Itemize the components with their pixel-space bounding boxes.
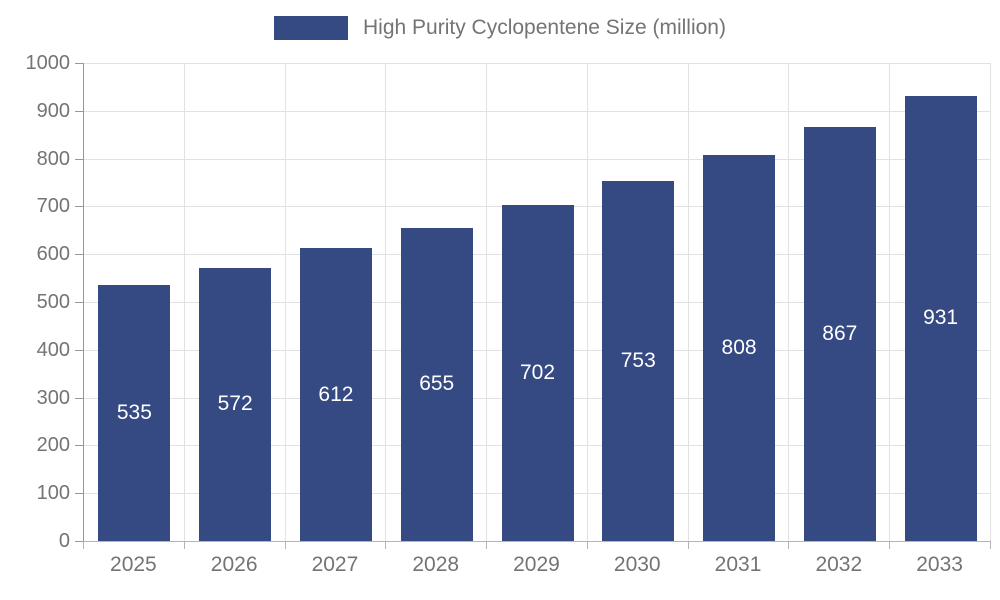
plot-area: 535 572 612 655 702 753 808 867 931: [75, 63, 991, 549]
y-axis-tick: [75, 158, 83, 160]
y-axis-tick: [75, 254, 83, 256]
x-axis-tick: [284, 541, 286, 549]
bar-value-label: 702: [519, 361, 556, 385]
y-axis-tick-label: 200: [36, 434, 70, 457]
legend-label: High Purity Cyclopentene Size (million): [363, 16, 726, 39]
gridline-vertical: [284, 63, 286, 541]
y-axis-tick-label: 0: [58, 530, 70, 552]
bar-2025: 535: [98, 285, 171, 541]
bar-2030: 753: [602, 181, 675, 541]
bar-2029: 702: [501, 205, 574, 541]
x-axis-tick: [990, 541, 991, 549]
bar-2032: 867: [803, 126, 876, 541]
bar-value-label: 808: [721, 335, 757, 359]
y-axis-tick-label: 1000: [25, 52, 71, 74]
gridline-vertical: [990, 63, 991, 541]
x-axis-category-label: 2030: [613, 553, 661, 576]
y-axis-tick: [75, 63, 83, 64]
x-axis-tick: [385, 541, 387, 549]
y-axis-tick: [75, 349, 83, 351]
legend-swatch: [274, 16, 348, 40]
y-axis-tick-label: 300: [36, 386, 70, 409]
x-axis-tick: [889, 541, 891, 549]
y-axis-tick: [75, 110, 83, 112]
bar-2026: 572: [199, 267, 272, 541]
x-axis-labels: 2025 2026 2027 2028 2029 2030 2031 2032 2033: [83, 553, 990, 583]
bar-value-label: 867: [822, 321, 858, 345]
y-axis-tick-label: 800: [36, 147, 70, 170]
bar-2031: 808: [703, 154, 776, 541]
gridline-horizontal: [84, 158, 991, 160]
legend[interactable]: High Purity Cyclopentene Size (million): [0, 16, 1000, 40]
gridline-horizontal: [84, 110, 991, 112]
gridline-vertical: [385, 63, 387, 541]
gridline-vertical: [486, 63, 488, 541]
bar-2027: 612: [299, 248, 372, 541]
y-axis-tick-label: 500: [36, 291, 70, 313]
x-axis-category-label: 2025: [110, 553, 157, 576]
bar-value-label: 655: [419, 372, 455, 396]
x-axis-category-label: 2031: [714, 553, 762, 576]
y-axis-tick: [75, 302, 83, 303]
y-axis-tick-label: 400: [36, 338, 70, 361]
x-axis-tick: [183, 541, 185, 549]
bar-value-label: 612: [318, 382, 354, 406]
y-axis-labels: 0 100 200 300 400 500 600 700 800 900 1000: [0, 52, 71, 552]
x-axis-category-label: 2027: [311, 553, 359, 576]
bar-2028: 655: [400, 227, 473, 541]
bar-value-label: 535: [116, 401, 152, 425]
y-axis-tick: [75, 445, 83, 447]
gridline-vertical: [889, 63, 891, 541]
gridline-vertical: [788, 63, 790, 541]
bar-value-label: 572: [217, 392, 253, 416]
bar-value-label: 753: [620, 349, 656, 373]
x-axis-tick: [788, 541, 790, 549]
x-axis-tick: [687, 541, 689, 549]
x-axis-tick: [486, 541, 488, 549]
y-axis-tick-label: 700: [36, 195, 70, 218]
x-axis-tick: [586, 541, 588, 549]
bar-2033: 931: [904, 95, 977, 541]
y-axis-tick: [75, 397, 83, 399]
y-axis-tick-label: 100: [36, 482, 70, 505]
gridline-vertical: [687, 63, 689, 541]
x-axis-category-label: 2026: [210, 553, 258, 576]
x-axis-category-label: 2032: [815, 553, 863, 576]
gridline-horizontal: [84, 63, 991, 64]
bar-value-label: 931: [923, 306, 959, 330]
gridline-vertical: [183, 63, 185, 541]
y-axis-tick-label: 900: [36, 99, 70, 122]
x-axis-category-label: 2033: [916, 553, 963, 576]
x-axis-category-label: 2029: [513, 553, 560, 576]
y-axis-tick: [75, 493, 83, 495]
x-axis-category-label: 2028: [412, 553, 460, 576]
gridline-vertical: [586, 63, 588, 541]
y-axis-tick: [75, 541, 83, 542]
y-axis-tick: [75, 206, 83, 208]
y-axis-tick-label: 600: [36, 243, 70, 266]
x-axis-tick: [83, 541, 84, 549]
